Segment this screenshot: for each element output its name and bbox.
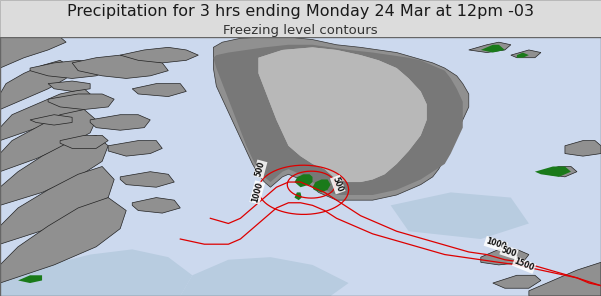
Polygon shape (258, 47, 427, 182)
Text: 1500: 1500 (513, 257, 535, 273)
Polygon shape (481, 45, 505, 53)
Polygon shape (18, 275, 42, 283)
Polygon shape (132, 198, 180, 213)
Polygon shape (517, 53, 529, 58)
Polygon shape (0, 135, 108, 205)
Polygon shape (535, 166, 571, 177)
Polygon shape (481, 249, 529, 265)
Text: 500: 500 (331, 176, 344, 194)
Polygon shape (0, 110, 96, 172)
Polygon shape (120, 172, 174, 187)
Polygon shape (213, 37, 469, 200)
Polygon shape (60, 135, 108, 148)
Polygon shape (213, 45, 463, 195)
Polygon shape (180, 257, 349, 296)
Polygon shape (0, 249, 192, 296)
Text: 500: 500 (500, 245, 518, 259)
Polygon shape (48, 81, 90, 91)
Text: 1000: 1000 (484, 237, 507, 252)
Polygon shape (493, 275, 541, 288)
Text: 500: 500 (254, 160, 267, 178)
Polygon shape (0, 166, 114, 244)
Polygon shape (511, 50, 541, 58)
Polygon shape (469, 42, 511, 53)
Polygon shape (48, 94, 114, 110)
Polygon shape (120, 47, 198, 63)
Polygon shape (294, 174, 313, 187)
Polygon shape (313, 179, 331, 192)
Polygon shape (529, 262, 601, 296)
Polygon shape (541, 166, 577, 177)
Polygon shape (0, 37, 66, 68)
Polygon shape (132, 83, 186, 96)
Text: Freezing level contours: Freezing level contours (223, 24, 378, 37)
Polygon shape (294, 192, 302, 200)
Polygon shape (258, 47, 427, 182)
Polygon shape (0, 60, 72, 110)
Text: Precipitation for 3 hrs ending Monday 24 Mar at 12pm -03: Precipitation for 3 hrs ending Monday 24… (67, 4, 534, 19)
Polygon shape (565, 141, 601, 156)
Polygon shape (30, 60, 108, 78)
Polygon shape (0, 198, 126, 283)
Polygon shape (72, 55, 168, 78)
Polygon shape (391, 192, 529, 239)
Polygon shape (0, 89, 96, 141)
Polygon shape (30, 115, 72, 125)
Text: 1000: 1000 (250, 181, 264, 204)
Polygon shape (90, 115, 150, 130)
Polygon shape (108, 141, 162, 156)
